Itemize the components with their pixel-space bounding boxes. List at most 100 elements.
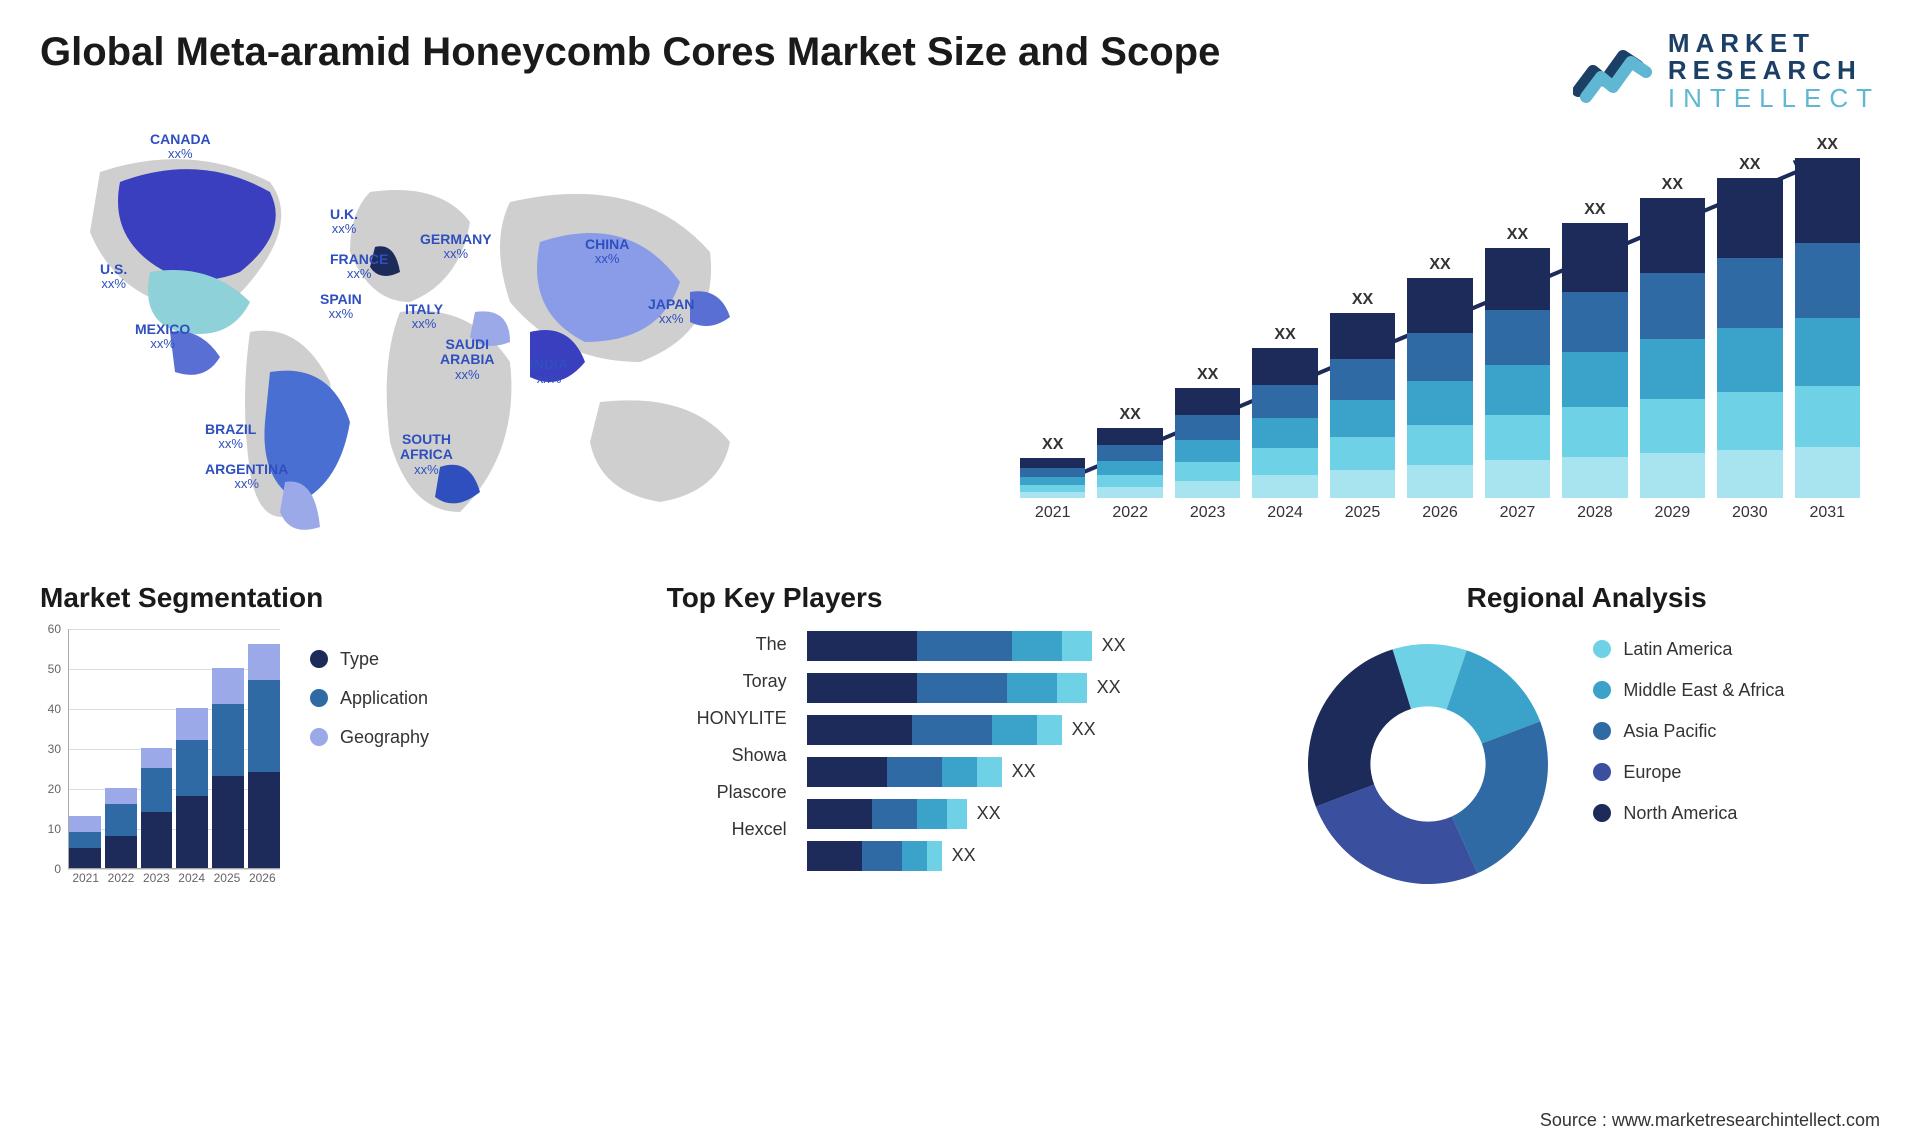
player-bar-segment xyxy=(1012,631,1062,661)
growth-bar-year: 2027 xyxy=(1500,504,1536,522)
country-label: BRAZILxx% xyxy=(205,422,256,452)
player-bar xyxy=(807,631,1092,661)
legend-dot-icon xyxy=(1593,722,1611,740)
growth-bar-segment xyxy=(1485,310,1550,365)
player-bar-list: XXXXXXXXXXXX xyxy=(807,629,1254,871)
player-value: XX xyxy=(1072,719,1096,740)
segmentation-legend: Type Application Geography xyxy=(310,629,627,889)
growth-bar-segment xyxy=(1175,440,1240,462)
seg-bar-segment xyxy=(212,776,244,868)
player-name: Plascore xyxy=(667,782,787,803)
seg-legend-label: Application xyxy=(340,688,428,709)
seg-bar-segment xyxy=(141,768,173,812)
growth-bar-year: 2028 xyxy=(1577,504,1613,522)
player-bar-segment xyxy=(1062,631,1092,661)
seg-bar-column xyxy=(105,788,137,868)
seg-legend-item: Type xyxy=(310,649,627,670)
segmentation-y-axis: 0102030405060 xyxy=(40,629,65,869)
growth-bar-year: 2022 xyxy=(1112,504,1148,522)
growth-bar-segment xyxy=(1407,381,1472,425)
growth-bar-value: XX xyxy=(1429,256,1450,274)
growth-bar-column: XX2029 xyxy=(1640,176,1705,522)
growth-bar-segment xyxy=(1252,418,1317,448)
country-label: SAUDIARABIAxx% xyxy=(440,337,494,382)
growth-bar-segment xyxy=(1407,465,1472,498)
page-title: Global Meta-aramid Honeycomb Cores Marke… xyxy=(40,30,1220,75)
growth-bar-value: XX xyxy=(1739,156,1760,174)
growth-bar-year: 2026 xyxy=(1422,504,1458,522)
growth-bar-segment xyxy=(1407,425,1472,465)
player-value: XX xyxy=(977,803,1001,824)
region-legend-item: Middle East & Africa xyxy=(1593,680,1880,701)
logo: MARKET RESEARCH INTELLECT xyxy=(1573,30,1880,112)
player-bar-segment xyxy=(1037,715,1062,745)
growth-bar-value: XX xyxy=(1352,291,1373,309)
seg-bar-column xyxy=(141,748,173,868)
seg-legend-label: Geography xyxy=(340,727,429,748)
growth-bar-value: XX xyxy=(1197,366,1218,384)
legend-dot-icon xyxy=(1593,804,1611,822)
growth-bar-segment xyxy=(1020,477,1085,485)
growth-bar-stack xyxy=(1485,248,1550,498)
players-title: Top Key Players xyxy=(667,582,1254,614)
growth-bar-stack xyxy=(1252,348,1317,498)
growth-bar-column: XX2023 xyxy=(1175,366,1240,522)
growth-chart: XX2021XX2022XX2023XX2024XX2025XX2026XX20… xyxy=(980,132,1880,552)
player-bar-segment xyxy=(807,757,887,787)
growth-bar-year: 2029 xyxy=(1655,504,1691,522)
player-bar-row: XX xyxy=(807,799,1254,829)
player-bar-segment xyxy=(947,799,967,829)
country-label: CHINAxx% xyxy=(585,237,629,267)
growth-bar-segment xyxy=(1795,386,1860,447)
player-bar-segment xyxy=(917,673,1007,703)
region-legend-item: North America xyxy=(1593,803,1880,824)
growth-bar-stack xyxy=(1175,388,1240,498)
seg-x-label: 2025 xyxy=(209,871,244,889)
growth-bar-segment xyxy=(1562,407,1627,457)
growth-bar-segment xyxy=(1407,333,1472,381)
region-legend-label: Latin America xyxy=(1623,639,1732,660)
player-value: XX xyxy=(1102,635,1126,656)
regional-chart: Latin AmericaMiddle East & AfricaAsia Pa… xyxy=(1293,629,1880,899)
growth-bar-segment xyxy=(1330,470,1395,498)
growth-bar-segment xyxy=(1020,485,1085,492)
growth-bar-segment xyxy=(1097,445,1162,460)
player-bar xyxy=(807,841,942,871)
seg-legend-item: Geography xyxy=(310,727,627,748)
logo-line1: MARKET xyxy=(1668,30,1880,57)
region-legend-item: Latin America xyxy=(1593,639,1880,660)
player-name: Showa xyxy=(667,745,787,766)
world-map-panel: CANADAxx%U.S.xx%MEXICOxx%BRAZILxx%ARGENT… xyxy=(40,132,940,552)
seg-gridline xyxy=(68,869,280,870)
growth-bar-segment xyxy=(1485,415,1550,460)
segmentation-bars: 0102030405060 202120222023202420252026 xyxy=(40,629,280,889)
seg-bar-column xyxy=(248,644,280,868)
seg-bar-segment xyxy=(248,772,280,868)
player-bar-segment xyxy=(927,841,942,871)
growth-bar-segment xyxy=(1795,318,1860,386)
growth-bar-column: XX2028 xyxy=(1562,201,1627,522)
growth-bar-segment xyxy=(1640,339,1705,399)
growth-bar-segment xyxy=(1097,461,1162,475)
growth-bar-segment xyxy=(1795,243,1860,318)
growth-bar-value: XX xyxy=(1817,136,1838,154)
growth-bar-segment xyxy=(1795,158,1860,243)
seg-bar-segment xyxy=(248,680,280,772)
country-label: GERMANYxx% xyxy=(420,232,492,262)
seg-bar-segment xyxy=(212,668,244,704)
growth-bar-column: XX2027 xyxy=(1485,226,1550,522)
seg-y-tick: 10 xyxy=(48,822,61,836)
growth-bars: XX2021XX2022XX2023XX2024XX2025XX2026XX20… xyxy=(1020,162,1860,522)
donut-segment xyxy=(1316,784,1478,884)
seg-bar-column xyxy=(69,816,101,868)
legend-dot-icon xyxy=(310,650,328,668)
growth-bar-value: XX xyxy=(1274,326,1295,344)
top-row: CANADAxx%U.S.xx%MEXICOxx%BRAZILxx%ARGENT… xyxy=(40,132,1880,552)
seg-bar-segment xyxy=(176,796,208,868)
player-bar-row: XX xyxy=(807,631,1254,661)
region-legend-label: North America xyxy=(1623,803,1737,824)
growth-bar-column: XX2031 xyxy=(1795,136,1860,522)
seg-bar-segment xyxy=(141,748,173,768)
growth-bar-segment xyxy=(1330,437,1395,470)
bottom-row: Market Segmentation 0102030405060 202120… xyxy=(40,582,1880,899)
